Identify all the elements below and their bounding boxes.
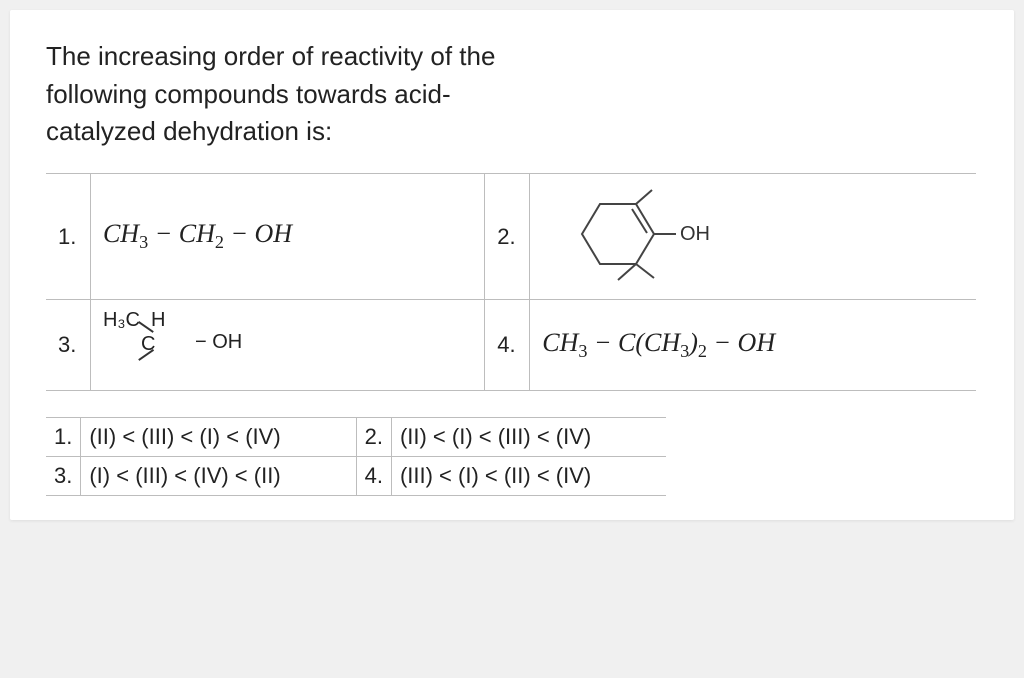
option-1-number[interactable]: 1. [46, 418, 81, 457]
question-text: The increasing order of reactivity of th… [46, 38, 586, 151]
compound-1-cell: CH3 − CH2 − OH [90, 174, 484, 300]
question-card: The increasing order of reactivity of th… [10, 10, 1014, 520]
table-row: 3. (I) < (III) < (IV) < (II) 4. (III) < … [46, 457, 666, 496]
question-line-2: following compounds towards acid- [46, 79, 451, 109]
table-row: 1. (II) < (III) < (I) < (IV) 2. (II) < (… [46, 418, 666, 457]
compound-1-number: 1. [46, 174, 90, 300]
table-row: 1. CH3 − CH2 − OH 2. [46, 174, 976, 300]
compound-2-number: 2. [485, 174, 530, 300]
compound-4-formula: CH3 − C(CH3)2 − OH [542, 328, 775, 357]
compound-4-cell: CH3 − C(CH3)2 − OH [530, 300, 976, 391]
options-table: 1. (II) < (III) < (I) < (IV) 2. (II) < (… [46, 417, 666, 496]
option-3-text[interactable]: (I) < (III) < (IV) < (II) [81, 457, 356, 496]
option-4-text[interactable]: (III) < (I) < (II) < (IV) [391, 457, 666, 496]
table-row: 3. H₃C H C − OH 4. CH3 − C(CH3)2 − OH [46, 300, 976, 391]
option-4-number[interactable]: 4. [356, 457, 391, 496]
compound-2-structure: OH [542, 184, 732, 289]
compound-3-top-left: H₃C [103, 310, 140, 331]
compound-1-formula: CH3 − CH2 − OH [103, 219, 292, 248]
option-1-text[interactable]: (II) < (III) < (I) < (IV) [81, 418, 356, 457]
question-line-3: catalyzed dehydration is: [46, 116, 332, 146]
option-2-text[interactable]: (II) < (I) < (III) < (IV) [391, 418, 666, 457]
compound-3-top-right: H [151, 310, 165, 331]
option-3-number[interactable]: 3. [46, 457, 81, 496]
compound-2-cell: OH [530, 174, 976, 300]
compound-3-structure: H₃C H C − OH [103, 310, 273, 380]
question-line-1: The increasing order of reactivity of th… [46, 41, 495, 71]
compound-3-cell: H₃C H C − OH [90, 300, 484, 391]
option-2-number[interactable]: 2. [356, 418, 391, 457]
compounds-table: 1. CH3 − CH2 − OH 2. [46, 173, 976, 391]
cyclohexene-ring-icon: OH [542, 184, 732, 284]
compound-3-oh: − OH [195, 332, 242, 353]
compound-2-oh-label: OH [680, 223, 710, 245]
compound-3-number: 3. [46, 300, 90, 391]
compound-4-number: 4. [485, 300, 530, 391]
